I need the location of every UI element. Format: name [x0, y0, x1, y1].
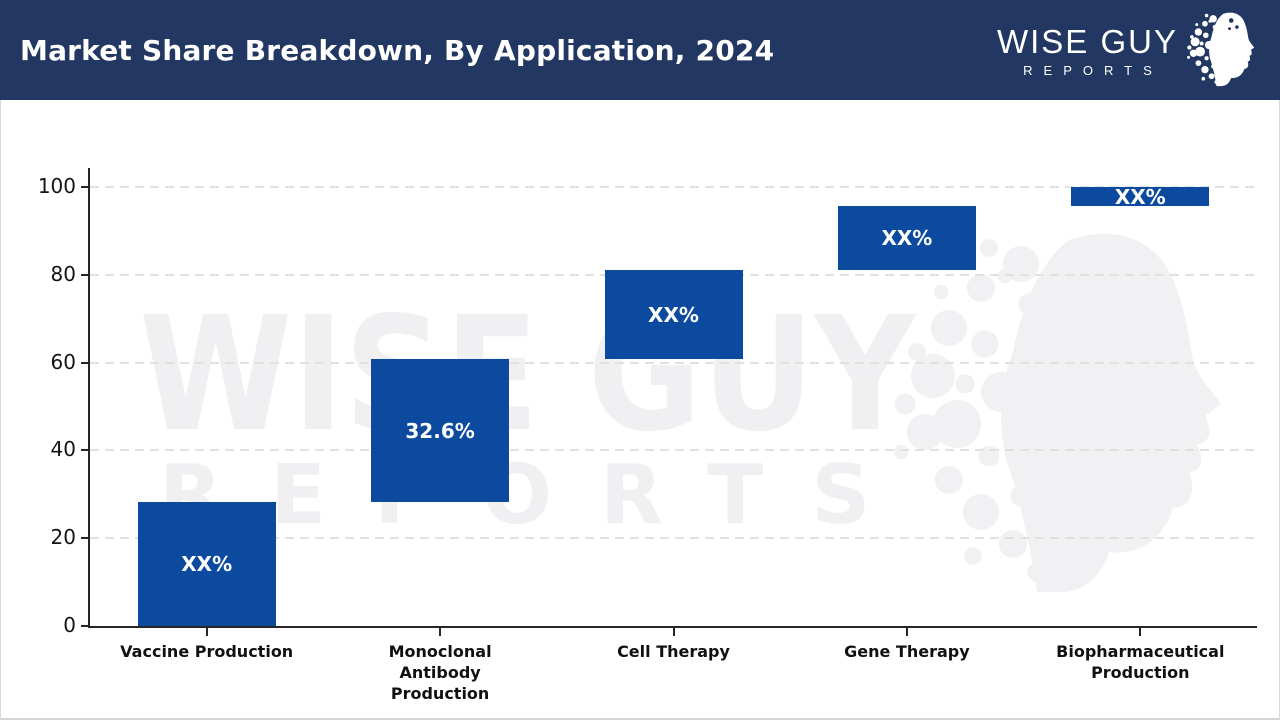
x-category-label: Monoclonal Antibody Production	[325, 642, 555, 704]
logo-wordmark: WISE GUY	[996, 22, 1178, 60]
y-tick-label: 100	[37, 174, 76, 198]
x-category-label-line: Cell Therapy	[617, 642, 730, 661]
x-tick-mark	[905, 628, 908, 636]
x-category-label-line: Production	[390, 683, 490, 703]
bar-segment: XX%	[1071, 184, 1210, 209]
gridline-20	[90, 537, 1257, 540]
bar-segment: XX%	[837, 206, 976, 271]
x-category-label: Gene Therapy	[792, 642, 1022, 663]
bar-value-label: XX%	[648, 302, 699, 327]
y-tick-mark	[81, 537, 90, 540]
y-tick-mark	[81, 186, 90, 188]
y-axis-line	[88, 168, 90, 628]
y-tick-mark	[81, 625, 90, 627]
x-category-label-line: Biopharmaceutical	[1056, 642, 1225, 661]
page-title: Market Share Breakdown, By Application, …	[20, 33, 775, 67]
bar-segment: XX%	[137, 502, 276, 626]
wise-guy-reports-logo: WISE GUY REPORTS	[997, 6, 1266, 94]
x-category-label-line: Monoclonal	[388, 642, 492, 661]
x-tick-mark	[1139, 628, 1142, 636]
y-tick-label: 60	[50, 349, 76, 374]
y-tick-mark	[81, 361, 90, 364]
bar-segment: XX%	[604, 270, 743, 360]
x-tick-mark	[439, 628, 442, 636]
watermark-face-icon	[893, 233, 1221, 592]
x-category-label: Vaccine Production	[92, 642, 322, 663]
y-tick-label: 20	[50, 525, 76, 550]
x-axis-line	[88, 626, 1257, 628]
logo-text: WISE GUY REPORTS	[997, 23, 1178, 78]
header-bar: Market Share Breakdown, By Application, …	[0, 0, 1280, 100]
plot-region: 0 20 40 60 80 100 XX% Vaccine Production 32.6% Mo…	[1, 100, 1279, 718]
y-tick-label: 40	[50, 437, 76, 462]
gridline-100	[90, 186, 1257, 188]
watermark-wordmark: WISE GUY	[139, 283, 916, 467]
bar-value-label: 32.6%	[405, 418, 475, 443]
chart-canvas: WISE GUY REPORTS 0 20 40 60 80 100 XX% Vaccine …	[0, 100, 1280, 720]
bar-value-label: XX%	[1114, 184, 1166, 209]
y-tick-label: 80	[50, 261, 76, 286]
y-tick-mark	[81, 273, 90, 276]
logo-face-icon	[1187, 12, 1255, 87]
x-category-label: Cell Therapy	[559, 642, 789, 663]
y-tick-label: 0	[63, 613, 76, 637]
watermark-subtitle: REPORTS	[159, 448, 919, 543]
x-tick-mark	[205, 628, 208, 636]
gridline-60	[90, 361, 1257, 364]
x-category-label-line: Antibody	[399, 662, 481, 682]
y-tick-mark	[81, 449, 90, 452]
logo-subtitle: REPORTS	[1023, 62, 1163, 78]
bar-segment: 32.6%	[371, 359, 510, 503]
gridline-40	[90, 449, 1257, 452]
x-category-label: Biopharmaceutical Production	[1025, 642, 1255, 684]
bar-value-label: XX%	[181, 552, 233, 577]
x-category-label-line: Gene Therapy	[844, 642, 970, 661]
x-tick-mark	[672, 628, 675, 636]
x-category-label-line: Vaccine Production	[120, 642, 294, 661]
x-category-label-line: Production	[1091, 662, 1190, 682]
bar-value-label: XX%	[881, 226, 933, 251]
